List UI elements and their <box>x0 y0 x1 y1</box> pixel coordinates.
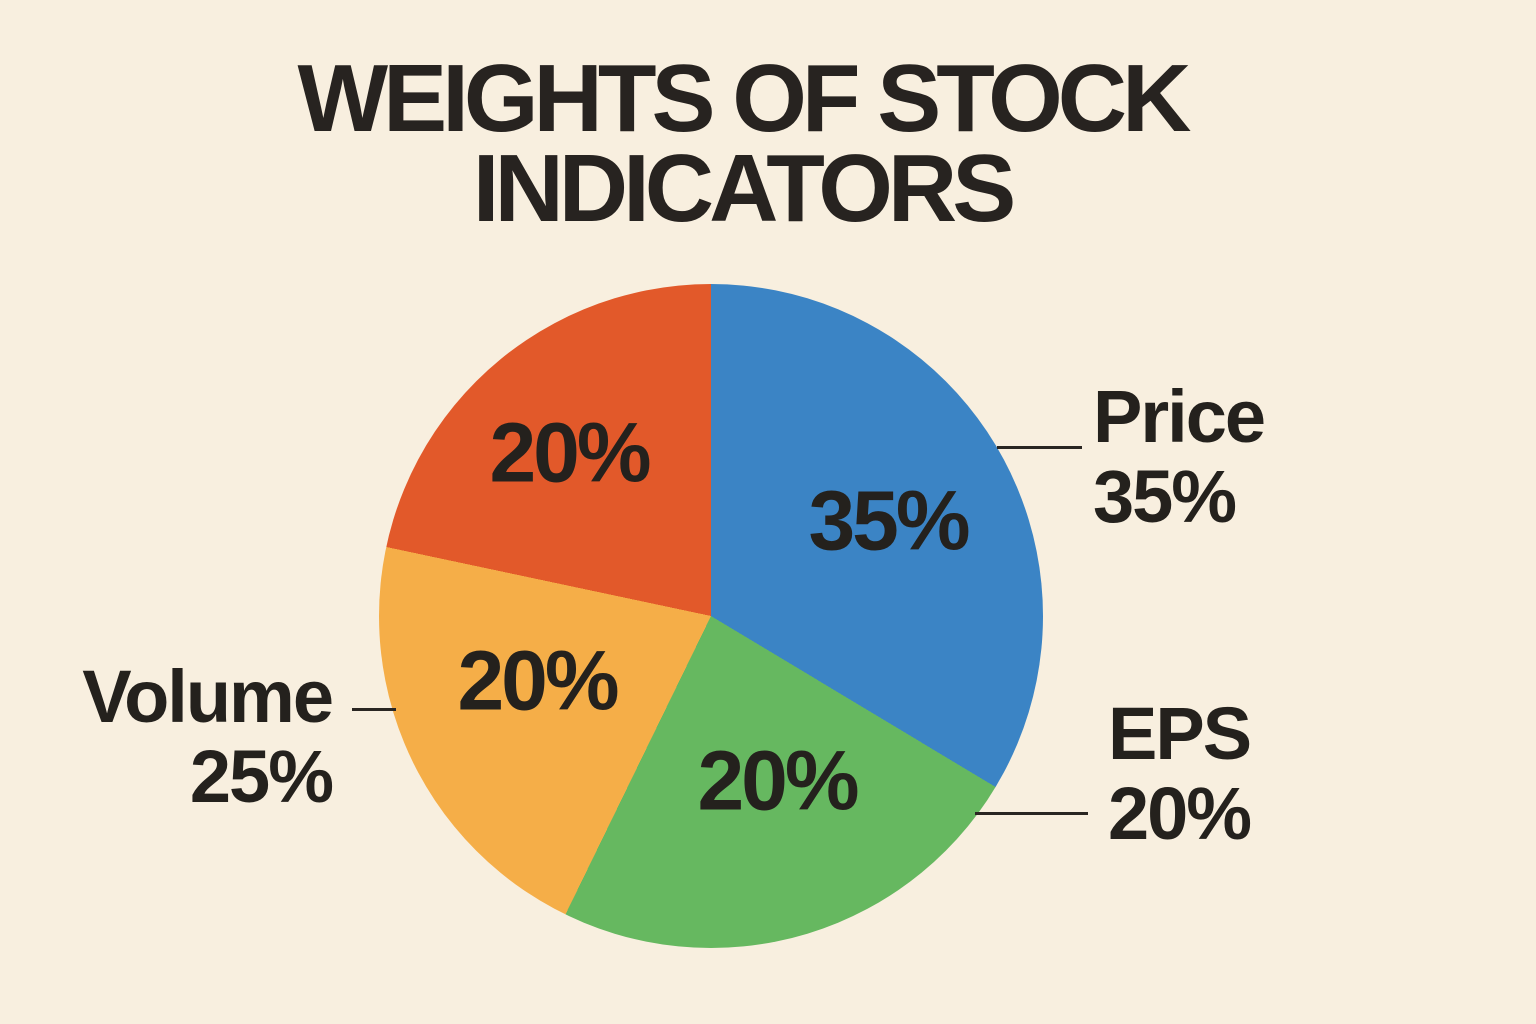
eps-callout: EPS 20% <box>1108 692 1252 855</box>
slice-label-volume: 20% <box>457 633 619 728</box>
volume-callout: Volume 25% <box>60 655 334 818</box>
eps-callout-name: EPS <box>1108 692 1252 775</box>
price-callout: Price 35% <box>1093 375 1266 538</box>
slice-label-unnamed: 20% <box>489 405 651 500</box>
slice-label-eps: 20% <box>697 733 859 828</box>
price-leader-line <box>997 446 1082 449</box>
price-callout-value: 35% <box>1093 455 1237 538</box>
pie-chart <box>379 284 1043 948</box>
chart-title-line-2: INDICATORS <box>472 135 1016 242</box>
volume-callout-name: Volume <box>82 655 334 738</box>
slice-label-price: 35% <box>808 473 970 568</box>
volume-leader-line <box>352 708 396 711</box>
eps-leader-line <box>975 812 1088 815</box>
eps-callout-value: 20% <box>1108 772 1252 855</box>
price-callout-name: Price <box>1093 375 1266 458</box>
chart-title: WEIGHTS OF STOCK INDICATORS <box>0 45 1484 242</box>
chart-title-line-1: WEIGHTS OF STOCK <box>297 45 1192 152</box>
volume-callout-value: 25% <box>189 735 334 818</box>
